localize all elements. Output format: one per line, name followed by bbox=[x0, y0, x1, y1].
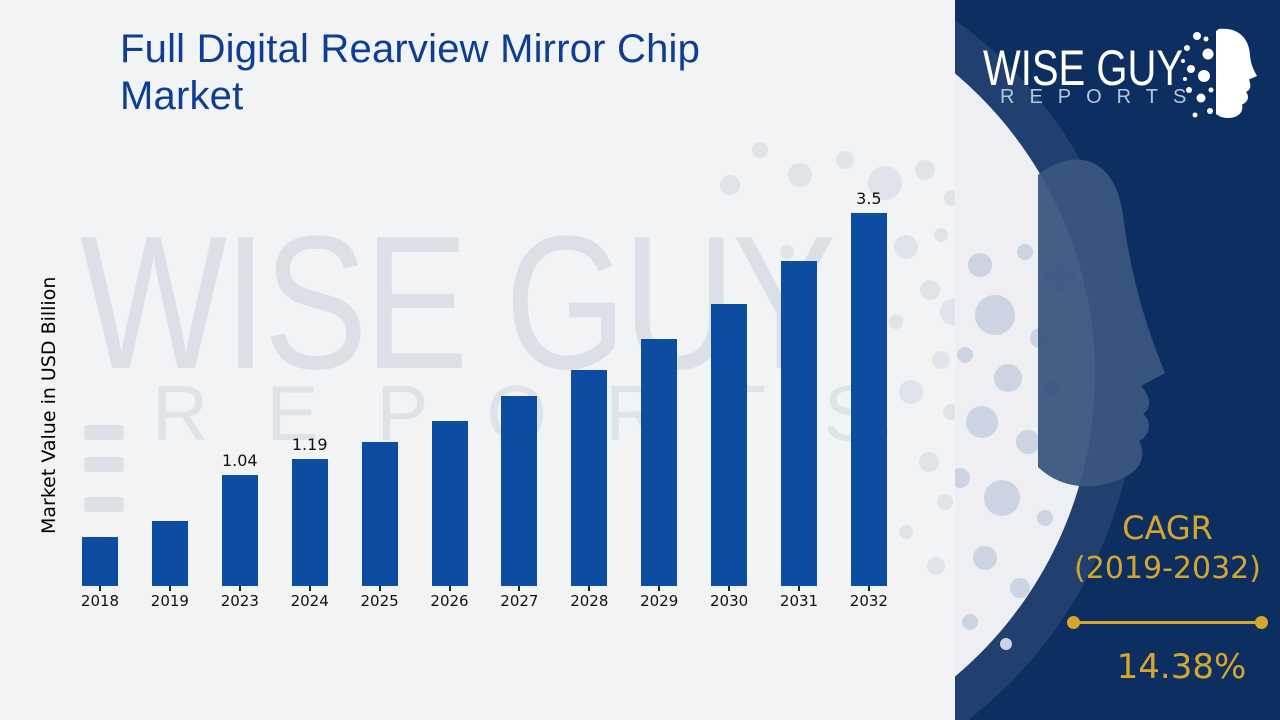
x-axis-label-2031: 2031 bbox=[779, 592, 819, 610]
x-axis-tick-2031 bbox=[798, 586, 800, 591]
bar-2029 bbox=[641, 339, 678, 586]
brand-logo-text: WISE GUY bbox=[983, 40, 1184, 96]
watermark-block bbox=[84, 425, 124, 440]
x-axis-tick-2025 bbox=[378, 586, 381, 591]
x-axis-label-2023: 2023 bbox=[220, 592, 259, 610]
x-axis-label-2030: 2030 bbox=[710, 592, 749, 610]
bar-2018 bbox=[82, 537, 118, 586]
bar-value-label-2023: 1.04 bbox=[221, 451, 258, 470]
x-axis-label-2025: 2025 bbox=[360, 592, 399, 610]
cagr-value: 14.38% bbox=[1116, 647, 1247, 687]
x-axis-label-2028: 2028 bbox=[570, 592, 609, 610]
x-axis-label-2019: 2019 bbox=[150, 592, 189, 610]
cagr-range: (2019-2032) bbox=[1074, 551, 1261, 586]
cagr-divider bbox=[1067, 616, 1268, 629]
chart-title: Full Digital Rearview Mirror Chip Market bbox=[120, 27, 701, 118]
y-axis-label: Market Value in USD Billion bbox=[38, 276, 60, 534]
face-silhouette bbox=[1038, 159, 1165, 487]
bar-2026 bbox=[431, 421, 468, 586]
bar-value-label-2032: 3.5 bbox=[856, 189, 882, 208]
x-axis-label-2029: 2029 bbox=[640, 592, 679, 610]
x-axis-tick-2028 bbox=[588, 586, 591, 591]
bar-2024 bbox=[291, 459, 328, 586]
brand-head-icon bbox=[1181, 28, 1257, 119]
x-axis-tick-2029 bbox=[658, 586, 661, 591]
bar-2030 bbox=[711, 304, 748, 586]
x-axis-tick-2024 bbox=[308, 586, 311, 591]
bar-2031 bbox=[781, 261, 817, 586]
brand-panel: WISE GUY REPORTS CAGR (2019-2032) 14.38% bbox=[955, 0, 1280, 720]
x-axis-tick-2018 bbox=[99, 586, 101, 591]
bar-2027 bbox=[501, 396, 538, 586]
x-axis-tick-2023 bbox=[238, 586, 241, 591]
bar-2023 bbox=[221, 475, 258, 586]
x-axis-label-2024: 2024 bbox=[290, 592, 329, 610]
x-axis-tick-2027 bbox=[518, 586, 521, 591]
x-axis-label-2026: 2026 bbox=[430, 592, 469, 610]
watermark-block bbox=[84, 457, 124, 472]
divider-dot-right bbox=[1255, 616, 1268, 629]
plot-area: 2018 2019 1.04 2023 1.19 2024 2025 2026 2027 2028… bbox=[80, 189, 888, 610]
x-axis-tick-2032 bbox=[867, 586, 870, 591]
x-axis-tick-2026 bbox=[448, 586, 451, 591]
x-axis-label-2032: 2032 bbox=[849, 592, 888, 610]
x-axis-tick-2030 bbox=[728, 586, 731, 591]
x-axis-tick-2019 bbox=[168, 586, 171, 591]
cagr-block: CAGR (2019-2032) 14.38% bbox=[1065, 508, 1270, 686]
bar-value-label-2024: 1.19 bbox=[291, 435, 328, 454]
watermark-block bbox=[84, 497, 124, 512]
divider-line bbox=[1071, 621, 1264, 624]
x-axis-label-2018: 2018 bbox=[80, 592, 120, 610]
cagr-heading: CAGR bbox=[1122, 509, 1213, 547]
brand-logo-subtext: REPORTS bbox=[1000, 86, 1202, 108]
bar-2032 bbox=[850, 213, 887, 586]
bar-2019 bbox=[151, 521, 188, 586]
bar-2025 bbox=[361, 442, 398, 586]
x-axis-label-2027: 2027 bbox=[500, 592, 539, 610]
bar-2028 bbox=[571, 370, 608, 586]
